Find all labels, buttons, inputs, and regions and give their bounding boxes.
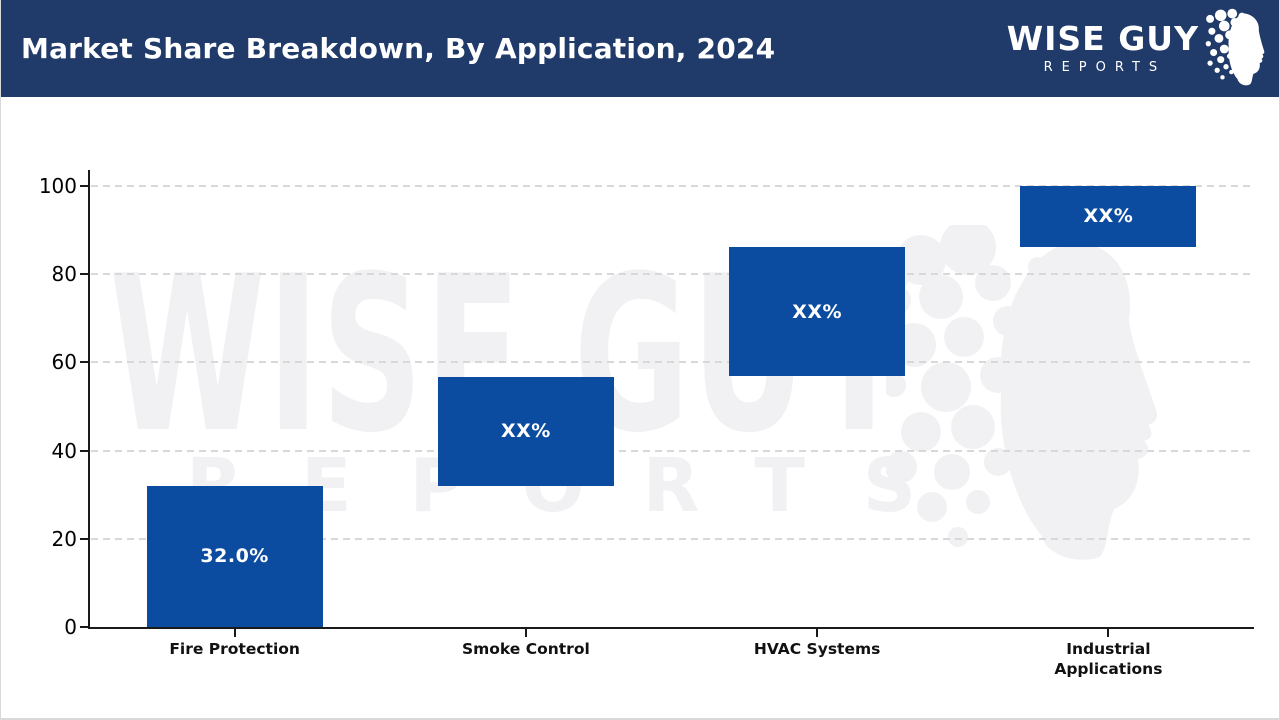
y-axis-tick-mark: [80, 449, 88, 452]
y-axis-tick-mark: [80, 537, 88, 540]
wise-guy-logo: WISE GUY REPORTS: [1007, 7, 1265, 91]
y-axis-tick-mark: [80, 273, 88, 276]
logo-subtitle: REPORTS: [1043, 60, 1167, 75]
x-axis-tick-mark: [816, 629, 819, 637]
y-axis-tick-label: 40: [51, 438, 77, 463]
logo-text: WISE GUY REPORTS: [1007, 22, 1199, 75]
gridline: [91, 361, 1254, 364]
x-axis-category-label: Smoke Control: [461, 640, 590, 658]
waterfall-bar: XX%: [437, 376, 614, 486]
x-axis-category-label: Fire Protection: [169, 640, 300, 658]
waterfall-bar: 32.0%: [146, 485, 323, 627]
y-axis-tick-label: 80: [51, 262, 77, 287]
bar-value-label: XX%: [1083, 205, 1134, 228]
x-axis-tick-mark: [1107, 629, 1110, 637]
header-bar: Market Share Breakdown, By Application, …: [1, 0, 1279, 97]
gridline: [91, 273, 1254, 276]
y-axis-tick-label: 100: [38, 174, 77, 198]
x-axis-line: [88, 627, 1254, 629]
x-axis-tick-mark: [233, 629, 236, 637]
logo-wordmark: WISE GUY: [1006, 19, 1199, 58]
gridline: [91, 449, 1254, 452]
bar-value-label: XX%: [500, 420, 551, 443]
y-axis-tick-mark: [80, 361, 88, 364]
gridline: [91, 185, 1254, 187]
y-axis-tick-mark: [80, 626, 88, 628]
logo-face-icon: [1205, 8, 1265, 85]
y-axis-tick-label: 20: [51, 526, 77, 551]
x-axis-tick-mark: [524, 629, 527, 637]
chart-plot-area: WISE GUY REPORTS 0 20 40 60 80 100 32.0% Fire P…: [1, 97, 1279, 718]
gridline: [91, 537, 1254, 540]
x-axis-category-label: HVAC Systems: [753, 640, 881, 658]
chart-title: Market Share Breakdown, By Application, …: [21, 32, 776, 65]
waterfall-bar: XX%: [1020, 186, 1197, 247]
y-axis-tick-label: 60: [51, 350, 77, 375]
y-axis-tick-label: 0: [64, 615, 77, 639]
y-axis-line: [88, 170, 90, 629]
watermark-face-icon: [886, 225, 1157, 560]
bar-value-label: XX%: [792, 300, 843, 323]
bar-value-label: 32.0%: [200, 545, 269, 568]
y-axis-tick-mark: [80, 185, 88, 187]
waterfall-bar: XX%: [729, 246, 906, 377]
x-axis-category-label: Industrial Applications: [1054, 640, 1163, 679]
